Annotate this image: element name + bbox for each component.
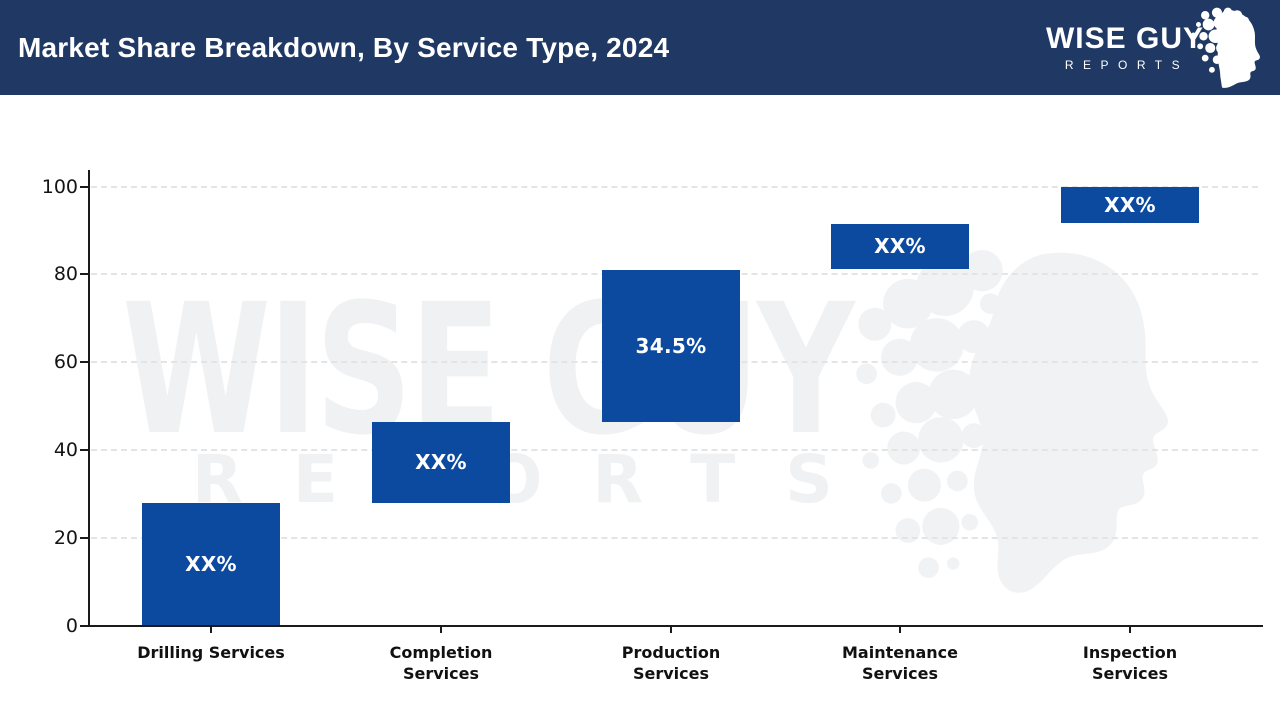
y-tick-label: 100 xyxy=(41,175,78,198)
y-tick-label: 20 xyxy=(53,526,78,549)
x-tick-mark xyxy=(440,627,442,633)
page-title: Market Share Breakdown, By Service Type,… xyxy=(18,31,670,63)
x-category-label-line: Inspection xyxy=(1082,643,1178,662)
x-category-label-line: Production xyxy=(621,643,721,662)
y-tick-label: 80 xyxy=(53,263,78,286)
logo-line2: REPORTS xyxy=(1064,57,1190,72)
watermark-subtext: REPORTS xyxy=(192,441,883,518)
x-category-label-completion-services: Completion Services xyxy=(331,642,551,684)
x-category-label-drilling-services: Drilling Services xyxy=(101,642,321,663)
x-category-label-line: Services xyxy=(861,664,939,683)
x-category-label-production-services: Production Services xyxy=(561,642,781,684)
x-tick-mark xyxy=(210,627,212,633)
y-tick-mark xyxy=(80,624,89,627)
bar-inspection-services: XX% xyxy=(1061,186,1199,223)
bar-value-label: 34.5% xyxy=(635,334,707,359)
y-tick-mark xyxy=(80,448,89,451)
logo-wordmark: WISE GUY REPORTS xyxy=(1045,21,1204,72)
y-tick-label: 40 xyxy=(53,438,78,461)
logo-head-icon xyxy=(1191,7,1260,88)
x-tick-mark xyxy=(1129,627,1131,633)
gridline-20 xyxy=(91,536,1258,539)
gridline-40 xyxy=(91,448,1258,451)
header: Market Share Breakdown, By Service Type,… xyxy=(0,0,1280,95)
bar-production-services: 34.5% xyxy=(602,270,740,422)
x-category-label-maintenance-services: Maintenance Services xyxy=(790,642,1010,684)
x-category-label-line: Services xyxy=(1091,664,1169,683)
x-category-label-line: Services xyxy=(632,664,710,683)
x-category-label-line: Services xyxy=(402,664,480,683)
bar-maintenance-services: XX% xyxy=(831,223,969,270)
bar-value-label: XX% xyxy=(415,450,467,475)
bar-value-label: XX% xyxy=(1104,192,1156,217)
x-category-label-line: Maintenance xyxy=(841,643,958,662)
x-axis-line xyxy=(88,625,1263,627)
bar-value-label: XX% xyxy=(874,234,926,259)
y-tick-mark xyxy=(80,361,89,364)
y-tick-label: 60 xyxy=(53,351,78,374)
chart-area: WISE GUY REPORTS 0 20 40 60 80 100 XX% Drilling… xyxy=(0,95,1280,720)
bar-completion-services: XX% xyxy=(372,421,510,503)
x-category-label-line: Completion xyxy=(389,643,493,662)
wiseguy-logo: WISE GUY REPORTS xyxy=(1046,6,1266,90)
bar-drilling-services: XX% xyxy=(142,503,280,626)
y-tick-mark xyxy=(80,273,89,276)
y-tick-mark xyxy=(80,536,89,539)
y-tick-label: 0 xyxy=(65,614,78,637)
x-category-label-line: Drilling Services xyxy=(137,643,285,662)
logo-line1: WISE GUY xyxy=(1045,21,1204,55)
x-tick-mark xyxy=(670,627,672,633)
bar-value-label: XX% xyxy=(185,552,237,577)
x-tick-mark xyxy=(899,627,901,633)
watermark-head-icon xyxy=(856,250,1169,593)
gridline-100 xyxy=(91,185,1258,188)
y-tick-mark xyxy=(80,185,89,188)
x-category-label-inspection-services: Inspection Services xyxy=(1020,642,1240,684)
y-axis-line xyxy=(88,170,90,627)
